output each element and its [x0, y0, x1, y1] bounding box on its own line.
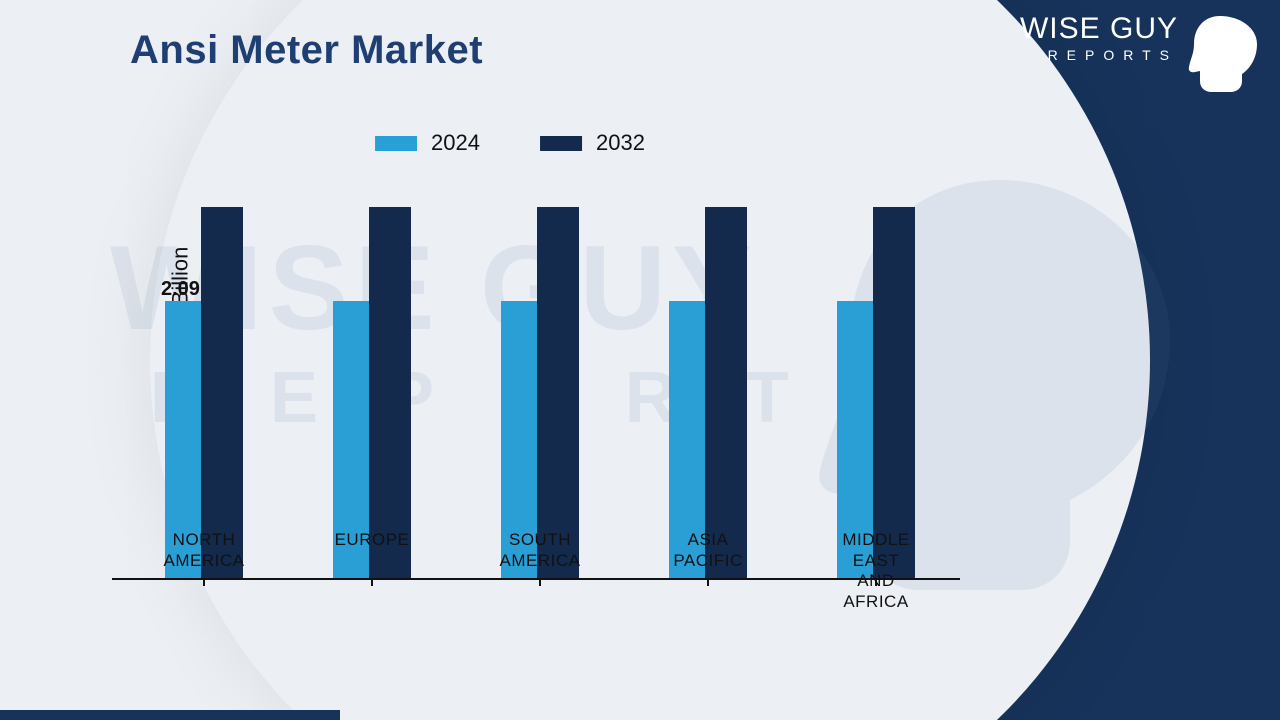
bar-group — [837, 180, 915, 578]
legend-item-2024: 2024 — [375, 130, 480, 156]
brand-logo-text: WISE GUY REPORTS — [1020, 14, 1178, 64]
bar-group: 2.09 — [165, 180, 243, 578]
x-axis-label: ASIAPACIFIC — [648, 524, 768, 612]
page-title: Ansi Meter Market — [130, 28, 483, 73]
bar-s2032 — [369, 207, 411, 578]
axis-origin-tick — [112, 578, 120, 580]
x-axis-label: MIDDLEEASTANDAFRICA — [816, 524, 936, 612]
bar-s2032 — [537, 207, 579, 578]
brand-line2: REPORTS — [1020, 46, 1178, 64]
legend-item-2032: 2032 — [540, 130, 645, 156]
chart-bar-groups: 2.09 — [120, 180, 960, 578]
bottom-accent-bar — [0, 710, 340, 720]
bar-group — [669, 180, 747, 578]
legend-label-2032: 2032 — [596, 130, 645, 156]
chart-plot-area: 2.09 — [120, 180, 960, 580]
legend-label-2024: 2024 — [431, 130, 480, 156]
bar-group — [501, 180, 579, 578]
x-axis-label: NORTHAMERICA — [144, 524, 264, 612]
legend-swatch-2024 — [375, 136, 417, 151]
brand-line1: WISE GUY — [1020, 14, 1178, 44]
bar-value-label: 2.09 — [161, 278, 239, 301]
legend-swatch-2032 — [540, 136, 582, 151]
chart-x-labels: NORTHAMERICA EUROPE SOUTHAMERICA ASIAPACIFI… — [120, 524, 960, 612]
brand-logo: WISE GUY REPORTS — [1020, 14, 1258, 94]
bar-s2032 — [705, 207, 747, 578]
chart-legend: 2024 2032 — [375, 130, 645, 156]
stage: WISE GUYR E P O R T S Ansi Meter Market … — [0, 0, 1280, 720]
x-axis-label: EUROPE — [312, 524, 432, 612]
bar-s2032 — [873, 207, 915, 578]
chart: Market Size in USD Billion 2024 2032 2.0… — [60, 140, 960, 610]
bar-s2032 — [201, 207, 243, 578]
brand-head-icon — [1188, 14, 1258, 94]
x-axis-label: SOUTHAMERICA — [480, 524, 600, 612]
bar-group — [333, 180, 411, 578]
